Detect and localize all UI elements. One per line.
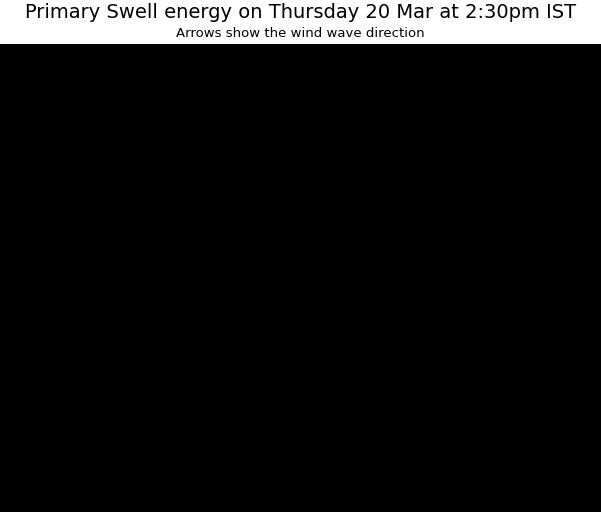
Text: Primary Swell energy on Thursday 20 Mar at 2:30pm IST: Primary Swell energy on Thursday 20 Mar … — [25, 3, 576, 22]
Text: Arrows show the wind wave direction: Arrows show the wind wave direction — [176, 28, 425, 40]
